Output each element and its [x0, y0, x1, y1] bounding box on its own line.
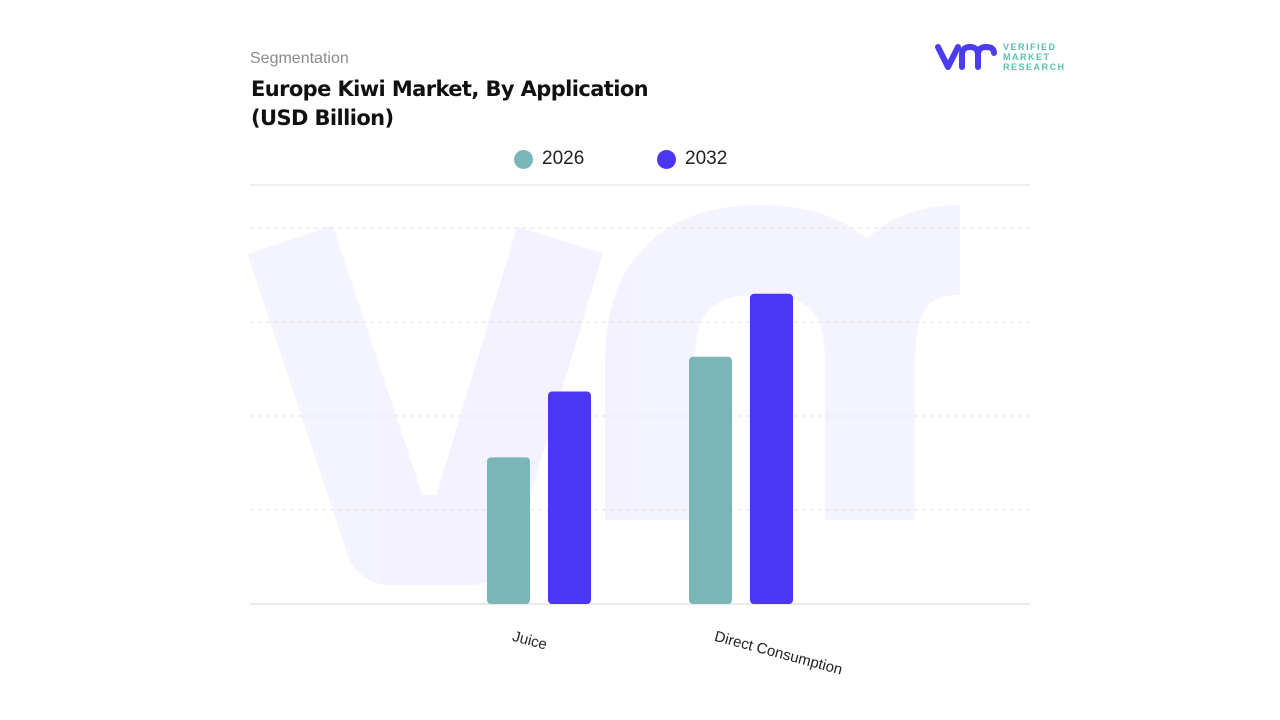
legend-swatch [514, 149, 533, 169]
bar-direct-consumption-2032[interactable] [750, 293, 793, 604]
segment-label: Segmentation [250, 50, 349, 67]
logo-text: VERIFIED MARKET RESEARCH [1003, 42, 1066, 72]
logo-line: VERIFIED [1003, 42, 1057, 52]
vmr-logo: VERIFIED MARKET RESEARCH [935, 42, 1066, 72]
logo-line: MARKET [1003, 52, 1051, 62]
legend-swatch [657, 149, 676, 169]
watermark [247, 204, 962, 585]
vmr-logo-mark-icon [935, 44, 997, 70]
legend-item-2032[interactable]: 2032 [657, 148, 727, 170]
legend-label: 2032 [685, 148, 728, 169]
legend: 2026 2032 [0, 148, 1280, 174]
bar-direct-consumption-2026[interactable] [689, 356, 732, 604]
legend-label: 2026 [542, 148, 585, 169]
bar-juice-2032[interactable] [548, 391, 591, 604]
bar-juice-2026[interactable] [487, 457, 530, 604]
chart-title: Europe Kiwi Market, By Application (USD … [251, 77, 649, 130]
logo-line: RESEARCH [1003, 62, 1066, 72]
legend-item-2026[interactable]: 2026 [514, 148, 584, 170]
